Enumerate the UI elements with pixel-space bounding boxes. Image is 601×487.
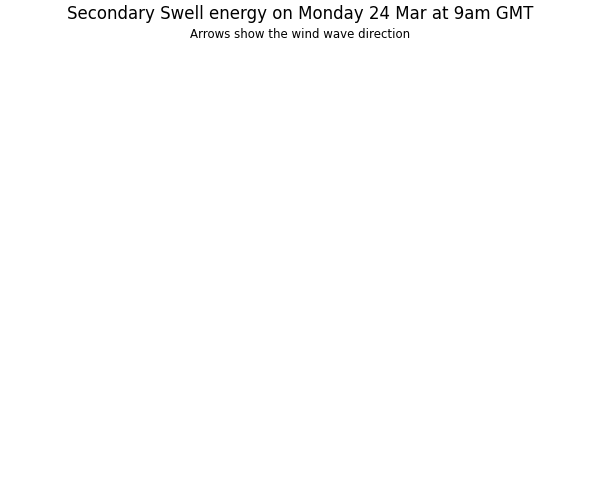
Text: Arrows show the wind wave direction: Arrows show the wind wave direction [191, 28, 410, 41]
Text: Secondary Swell energy on Monday 24 Mar at 9am GMT: Secondary Swell energy on Monday 24 Mar … [67, 5, 534, 23]
